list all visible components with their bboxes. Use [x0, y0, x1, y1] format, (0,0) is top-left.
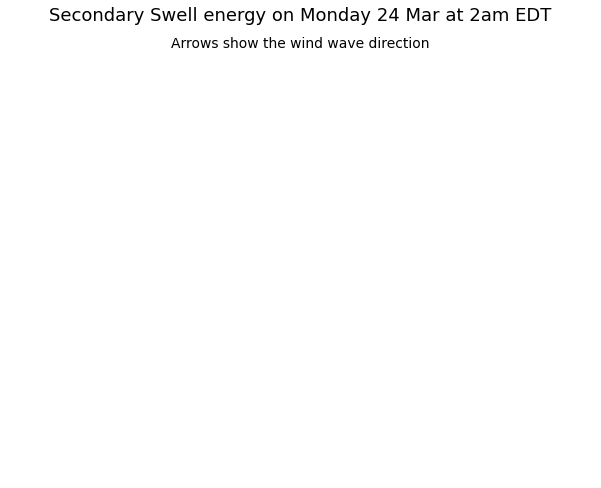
Text: Secondary Swell energy on Monday 24 Mar at 2am EDT: Secondary Swell energy on Monday 24 Mar … — [49, 7, 552, 25]
Text: Arrows show the wind wave direction: Arrows show the wind wave direction — [171, 37, 430, 51]
Text: Error: No module named 'geopandas': Error: No module named 'geopandas' — [197, 267, 404, 277]
